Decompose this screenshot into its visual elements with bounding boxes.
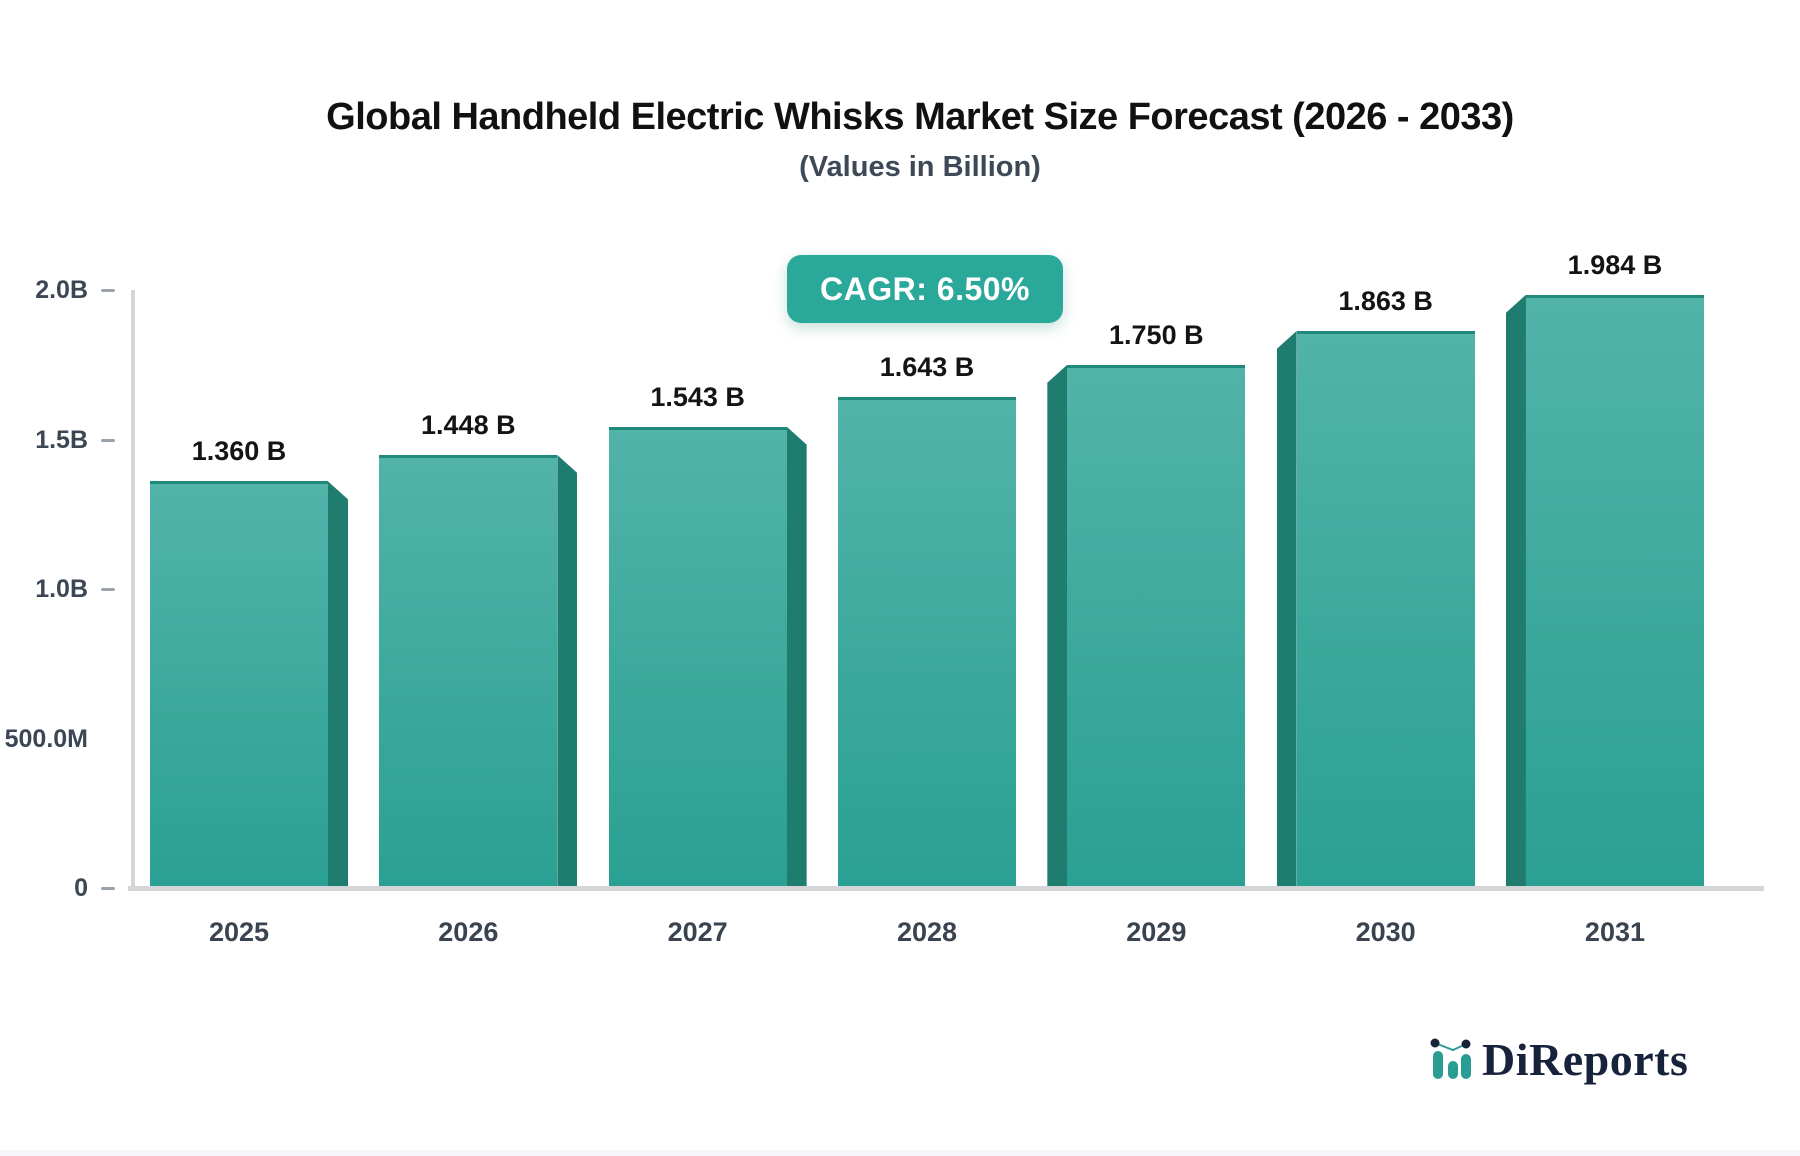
y-axis-tick — [101, 438, 115, 442]
direports-logo: DiReports — [1428, 1036, 1688, 1084]
direports-logo-text: DiReports — [1482, 1034, 1689, 1085]
bar-chart-logo-icon — [1430, 1038, 1471, 1079]
x-axis-label: 2029 — [1126, 917, 1187, 947]
bar-2029 — [1067, 364, 1246, 888]
x-axis-label: 2031 — [1584, 917, 1645, 947]
bar-value-label: 1.984 B — [1567, 249, 1663, 280]
y-axis-label: 1.0B — [35, 575, 88, 603]
bar-2031 — [1525, 294, 1704, 888]
bar-value-label: 1.360 B — [191, 436, 287, 467]
bar-side-face — [1276, 330, 1297, 888]
y-axis-line — [131, 290, 135, 891]
cagr-badge: CAGR: 6.50% — [787, 255, 1063, 323]
bar-side-face — [557, 455, 578, 888]
bar-2030 — [1296, 330, 1475, 888]
bar-2027 — [608, 426, 787, 888]
bar-side-face — [328, 481, 348, 888]
bar-side-face — [1505, 294, 1526, 888]
y-axis-label: 1.5B — [35, 425, 88, 454]
y-axis-tick — [101, 588, 115, 591]
bar-value-label: 1.750 B — [1109, 319, 1204, 350]
x-axis-label: 2030 — [1355, 917, 1416, 947]
cagr-badge-label: CAGR: 6.50% — [820, 270, 1030, 307]
bottom-edge-strip — [0, 1150, 1800, 1156]
y-axis-label: 500.0M — [4, 724, 88, 753]
x-axis-label: 2028 — [896, 917, 958, 947]
chart-subtitle: (Values in Billion) — [799, 151, 1041, 183]
bar-2026 — [379, 455, 558, 888]
y-axis-tick — [101, 887, 115, 890]
bar-value-label: 1.448 B — [421, 410, 516, 441]
y-axis-label: 0 — [74, 874, 88, 902]
bar-side-face — [786, 426, 807, 888]
bar-value-label: 1.863 B — [1338, 285, 1433, 316]
bar-2028 — [837, 396, 1016, 888]
chart-title: Global Handheld Electric Whisks Market S… — [326, 96, 1514, 138]
chart-heading: Global Handheld Electric Whisks Market S… — [40, 94, 1800, 184]
x-axis-label: 2027 — [667, 917, 728, 947]
x-axis-label: 2025 — [208, 917, 270, 947]
bar-side-face — [1047, 364, 1068, 888]
y-axis-label: 2.0B — [35, 276, 88, 304]
bar-value-label: 1.543 B — [650, 381, 745, 412]
x-axis-line — [128, 886, 1764, 891]
bar-value-label: 1.643 B — [879, 351, 975, 382]
y-axis-tick — [101, 289, 115, 292]
x-axis-label: 2026 — [438, 917, 499, 947]
bar-2025 — [150, 481, 328, 888]
